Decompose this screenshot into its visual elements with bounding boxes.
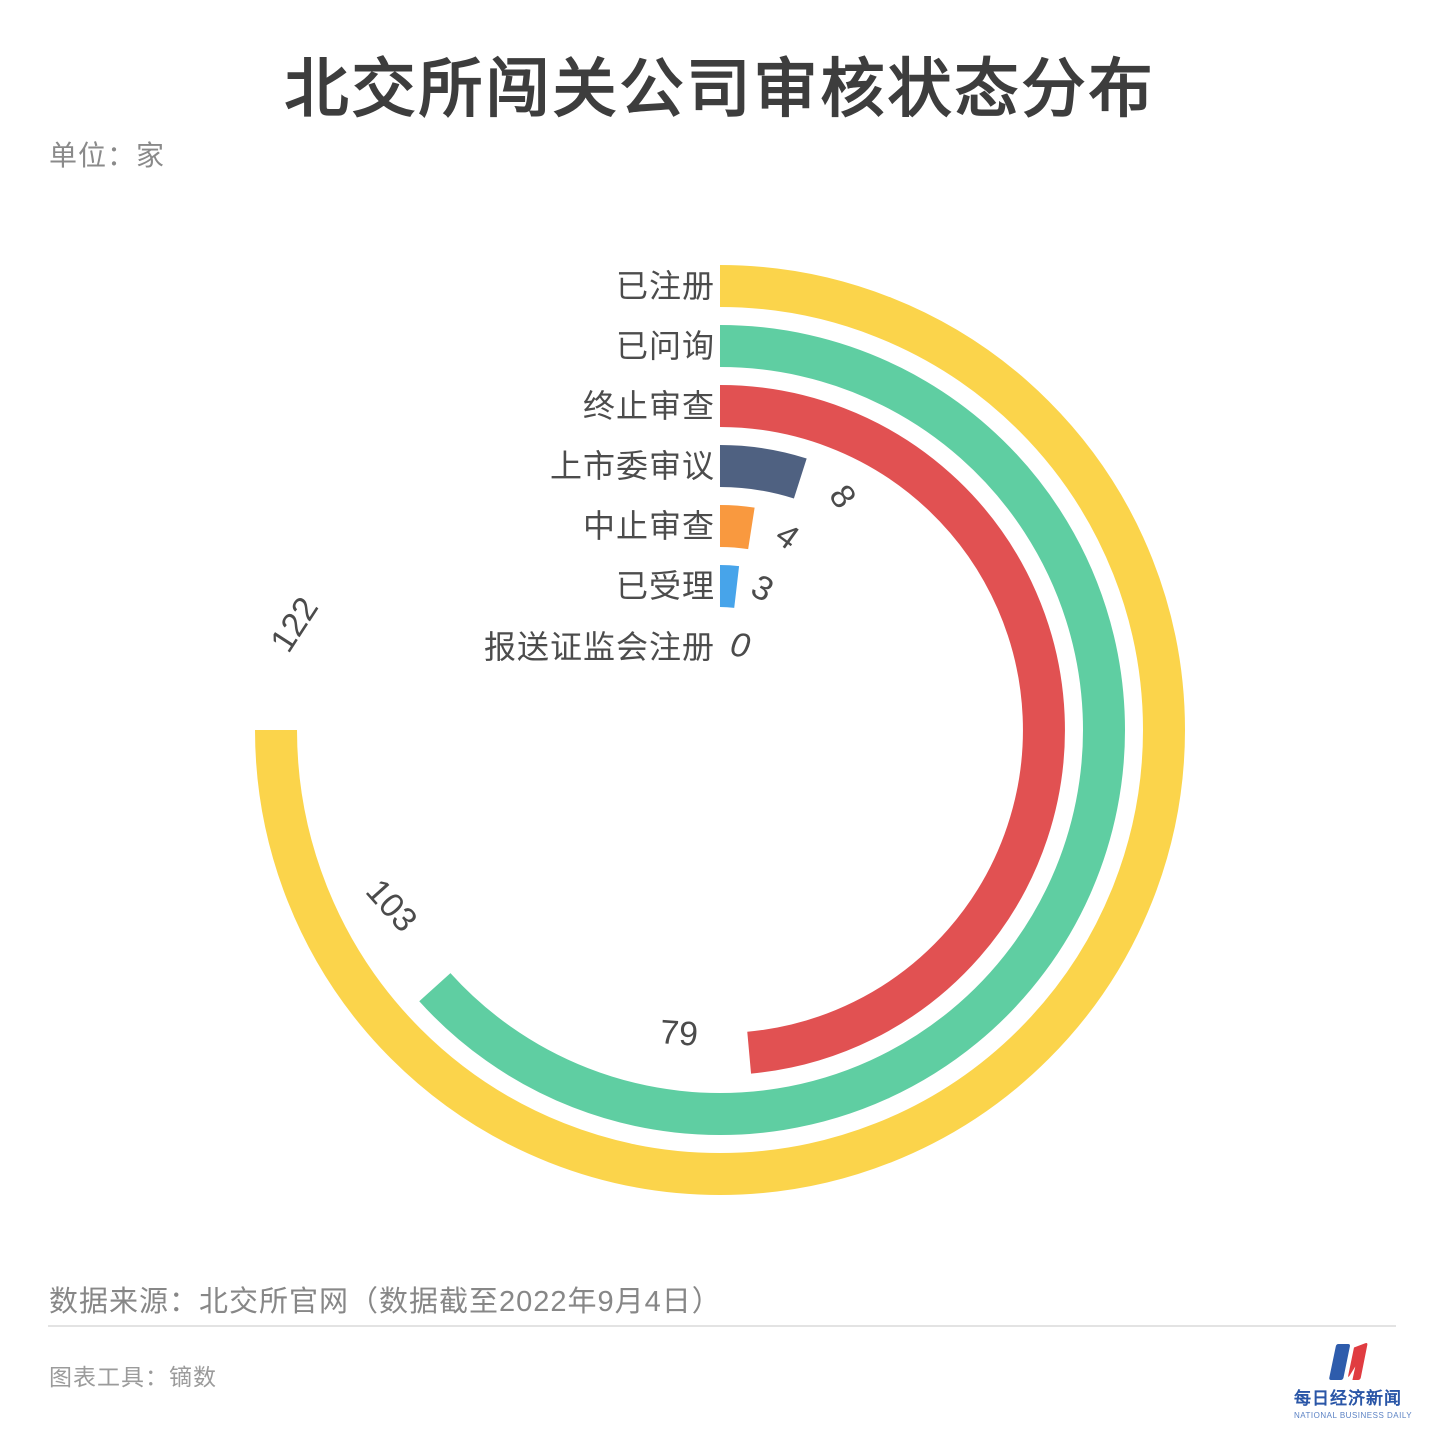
category-label: 报送证监会注册 bbox=[483, 629, 715, 665]
category-label: 终止审查 bbox=[582, 388, 715, 424]
category-label: 已注册 bbox=[615, 268, 715, 304]
ring-bar-2 bbox=[719, 385, 1065, 1074]
chart-tool-note: 图表工具：镝数 bbox=[49, 1364, 217, 1390]
value-label: 79 bbox=[658, 1013, 700, 1054]
category-label: 已受理 bbox=[615, 568, 715, 604]
ring-bar-5 bbox=[719, 565, 740, 608]
nbd-logo: 每日经济新闻 NATIONAL BUSINESS DAILY bbox=[1294, 1342, 1413, 1420]
ring-bar-3 bbox=[719, 445, 807, 499]
nbd-logo-cn-name: 每日经济新闻 bbox=[1294, 1389, 1402, 1408]
page-title: 北交所闯关公司审核状态分布 bbox=[284, 53, 1156, 125]
nbd-logo-mark-icon bbox=[1329, 1342, 1368, 1380]
ring-bar-0 bbox=[255, 265, 1185, 1195]
unit-label: 单位：家 bbox=[49, 140, 166, 171]
ring-bar-4 bbox=[719, 505, 755, 550]
nbd-logo-en-name: NATIONAL BUSINESS DAILY bbox=[1294, 1411, 1413, 1420]
ring-bar-1 bbox=[419, 325, 1125, 1135]
category-label: 已问询 bbox=[615, 328, 715, 364]
data-source-note: 数据来源：北交所官网（数据截至2022年9月4日） bbox=[49, 1286, 722, 1318]
category-label: 中止审查 bbox=[582, 508, 715, 544]
footer-divider bbox=[48, 1325, 1396, 1327]
category-label: 上市委审议 bbox=[549, 448, 715, 484]
